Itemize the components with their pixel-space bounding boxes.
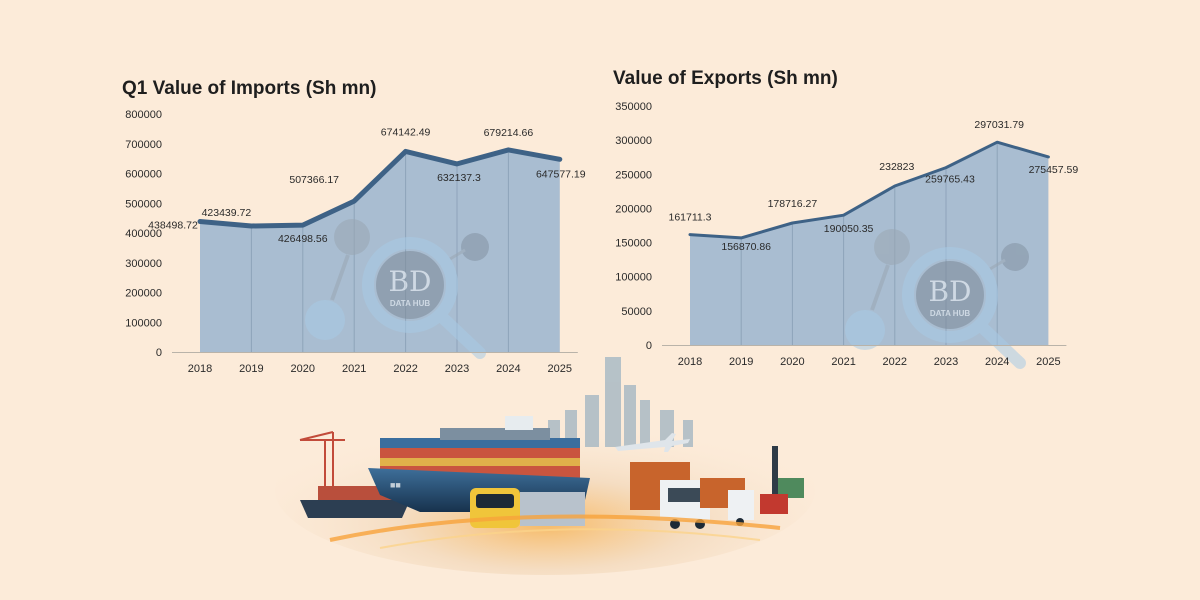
exports-data-label: 232823 [879,161,914,173]
imports-watermark-text: BD [388,265,431,298]
exports-y-tick-label: 150000 [615,238,652,250]
imports-x-tick-label: 2019 [239,363,263,375]
imports-data-label: 438498.72 [148,220,198,232]
exports-x-tick-label: 2025 [1036,356,1060,368]
imports-data-label: 632137.3 [437,172,481,184]
imports-data-label: 507366.17 [289,174,339,186]
exports-x-tick-label: 2018 [678,356,702,368]
imports-x-tick-label: 2021 [342,363,366,375]
exports-y-tick-label: 250000 [615,169,652,181]
exports-x-tick-label: 2021 [831,356,855,368]
imports-chart-title: Q1 Value of Imports (Sh mn) [122,78,376,99]
imports-y-tick-label: 600000 [125,169,162,181]
imports-data-label: 426498.56 [278,233,328,245]
imports-data-label: 679214.66 [484,127,534,139]
imports-data-label: 674142.49 [381,126,431,138]
imports-x-tick-label: 2020 [291,363,315,375]
imports-x-tick-label: 2024 [496,363,520,375]
exports-series-line [688,140,1050,240]
exports-x-tick-label: 2019 [729,356,753,368]
exports-watermark-text: BD [928,275,971,308]
exports-x-tick-label: 2024 [985,356,1009,368]
exports-y-tick-label: 350000 [615,101,652,113]
exports-data-label: 161711.3 [668,212,711,224]
exports-y-tick-label: 200000 [615,203,652,215]
imports-y-tick-label: 300000 [125,258,162,270]
exports-data-label: 156870.86 [721,241,771,253]
imports-y-tick-label: 400000 [125,228,162,240]
exports-y-tick-label: 100000 [615,272,652,284]
svg-text:■■: ■■ [390,480,401,490]
imports-x-tick-label: 2025 [548,363,572,375]
exports-watermark-subtext: DATA HUB [930,309,971,318]
exports-data-label: 297031.79 [974,119,1024,131]
imports-x-tick-label: 2022 [393,363,417,375]
imports-x-tick-label: 2023 [445,363,469,375]
exports-data-label: 275457.59 [1029,164,1079,176]
imports-series-line [197,147,563,229]
exports-chart-title: Value of Exports (Sh mn) [613,68,838,89]
exports-data-label: 259765.43 [925,174,975,186]
exports-x-tick-label: 2023 [934,356,958,368]
exports-x-tick-label: 2020 [780,356,804,368]
exports-data-label: 178716.27 [768,198,818,210]
imports-data-label: 423439.72 [202,207,252,219]
imports-y-tick-label: 200000 [125,288,162,300]
imports-y-tick-label: 700000 [125,139,162,151]
exports-x-tick-label: 2022 [883,356,907,368]
exports-data-label: 190050.35 [824,223,874,235]
imports-y-tick-label: 800000 [125,109,162,121]
imports-y-tick-label: 500000 [125,198,162,210]
imports-y-tick-label: 0 [156,347,162,359]
imports-data-label: 647577.19 [536,168,586,180]
imports-x-tick-label: 2018 [188,363,212,375]
logistics-illustration: ■■ [275,357,815,575]
exports-y-tick-label: 300000 [615,135,652,147]
imports-watermark-subtext: DATA HUB [390,299,431,308]
exports-y-tick-label: 50000 [621,306,652,318]
exports-y-tick-label: 0 [646,340,652,352]
imports-y-tick-label: 100000 [125,317,162,329]
